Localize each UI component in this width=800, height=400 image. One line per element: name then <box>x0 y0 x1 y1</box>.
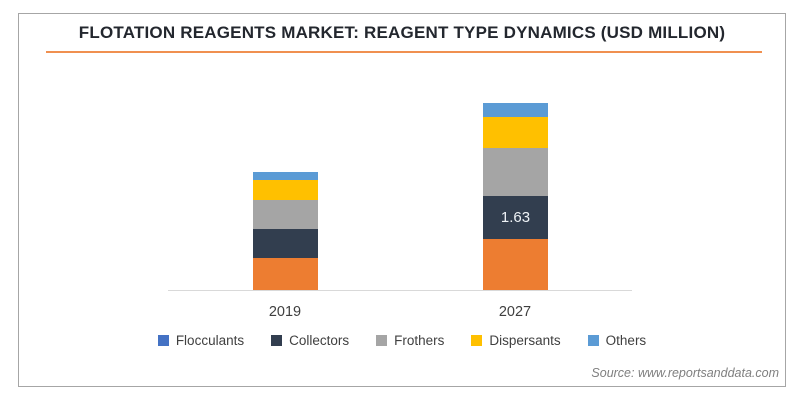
legend-swatch-others <box>587 335 599 346</box>
bar-segment-collectors-2019[interactable] <box>253 229 318 258</box>
legend-label-frothers: Frothers <box>394 333 445 348</box>
source-note: Source: www.reportsanddata.com <box>591 366 779 380</box>
legend-swatch-flocculants <box>157 335 169 346</box>
bar-segment-flocculants-2019[interactable] <box>253 257 318 290</box>
x-axis-label-2027: 2027 <box>498 304 532 320</box>
bar-segment-collectors-2027[interactable]: 1.63 <box>483 195 548 239</box>
bar-segment-others-2027[interactable] <box>483 102 548 117</box>
data-label-collectors-2027: 1.63 <box>500 208 531 226</box>
legend-label-dispersants: Dispersants <box>489 333 561 348</box>
title-divider <box>46 51 762 53</box>
legend-label-others: Others <box>605 333 647 348</box>
bar-segment-frothers-2027[interactable] <box>483 148 548 196</box>
legend-label-collectors: Collectors <box>289 333 350 348</box>
legend: Flocculants Collectors Frothers Dispersants… <box>19 333 785 348</box>
legend-item-others[interactable]: Others <box>587 333 647 348</box>
legend-item-flocculants[interactable]: Flocculants <box>157 333 245 348</box>
chart-frame: FLOTATION REAGENTS MARKET: REAGENT TYPE … <box>18 13 786 387</box>
bar-segment-dispersants-2027[interactable] <box>483 116 548 149</box>
x-axis-line <box>168 290 632 291</box>
legend-swatch-frothers <box>376 335 388 346</box>
x-axis-label-2019: 2019 <box>268 304 302 320</box>
legend-label-flocculants: Flocculants <box>175 333 245 348</box>
plot-area: 1.63 2019 2027 <box>19 14 785 386</box>
legend-item-collectors[interactable]: Collectors <box>271 333 349 348</box>
stacked-bar-2019[interactable] <box>253 171 318 290</box>
legend-item-dispersants[interactable]: Dispersants <box>471 333 561 348</box>
bar-segment-flocculants-2027[interactable] <box>483 238 548 290</box>
bar-segment-dispersants-2019[interactable] <box>253 180 318 200</box>
legend-swatch-dispersants <box>471 335 483 346</box>
legend-item-frothers[interactable]: Frothers <box>376 333 444 348</box>
bar-segment-frothers-2019[interactable] <box>253 199 318 230</box>
legend-swatch-collectors <box>271 335 283 346</box>
bar-segment-others-2019[interactable] <box>253 171 318 181</box>
stacked-bar-2027[interactable]: 1.63 <box>483 102 548 290</box>
chart-title: FLOTATION REAGENTS MARKET: REAGENT TYPE … <box>78 23 726 42</box>
